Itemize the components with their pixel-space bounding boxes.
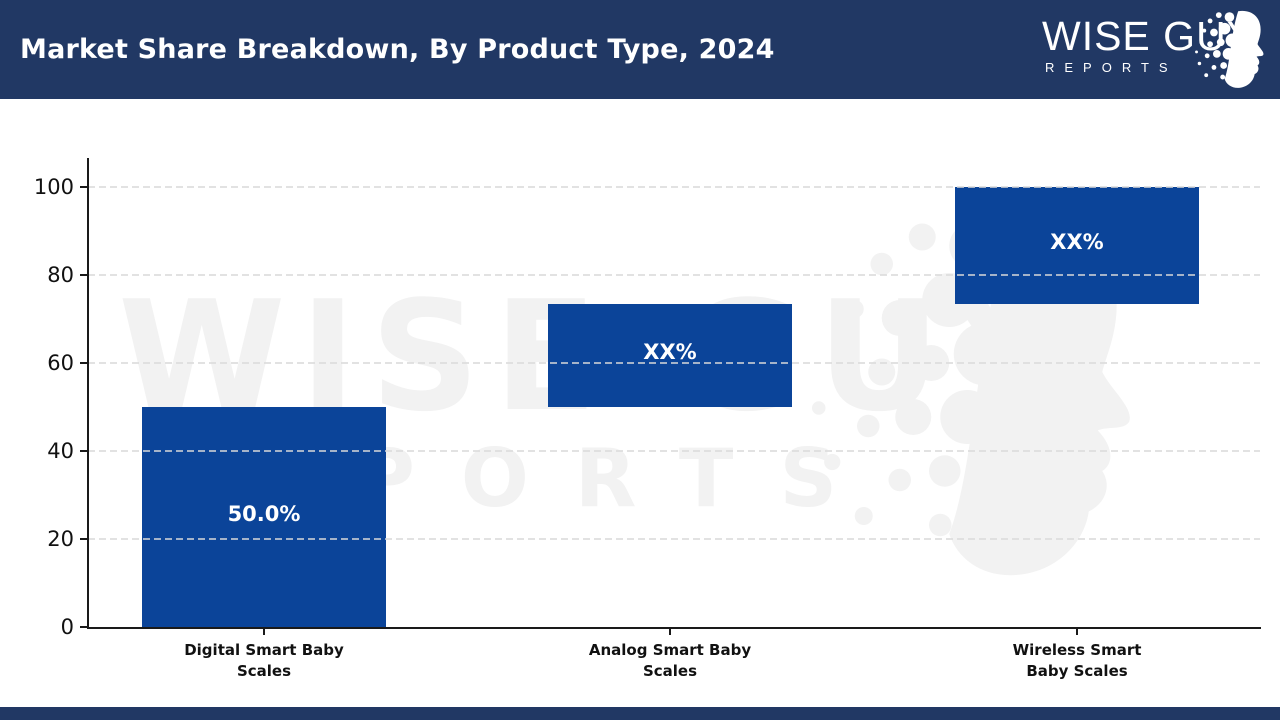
logo-wordmark: WISE GUY [1042, 13, 1256, 59]
y-tick-mark-40 [80, 450, 88, 452]
y-tick-mark-60 [80, 362, 88, 364]
y-tick-label-60: 60 [47, 351, 74, 375]
y-tick-label-0: 0 [60, 615, 74, 639]
y-tick-mark-100 [80, 186, 88, 188]
logo-head-icon [1195, 10, 1264, 88]
page-title: Market Share Breakdown, By Product Type,… [20, 34, 775, 65]
y-tick-mark-80 [80, 274, 88, 276]
y-tick-label-40: 40 [47, 439, 74, 463]
y-tick-label-20: 20 [47, 527, 74, 551]
x-axis-line [87, 627, 1261, 629]
footer-bar [0, 707, 1280, 720]
bar-2 [955, 187, 1199, 304]
y-axis-line [87, 158, 89, 629]
bar-value-label-0: 50.0% [227, 502, 301, 526]
y-tick-label-100: 100 [33, 175, 74, 199]
x-tick-mark-1 [669, 627, 671, 635]
logo-subtitle: REPORTS [1045, 60, 1178, 75]
bar-value-label-2: XX% [1050, 230, 1104, 255]
x-tick-mark-2 [1076, 627, 1078, 635]
y-tick-label-80: 80 [47, 263, 74, 287]
category-label-0: Digital Smart Baby Scales [184, 641, 344, 680]
y-tick-mark-20 [80, 538, 88, 540]
category-label-2: Wireless Smart Baby Scales [1012, 641, 1142, 680]
bar-0 [142, 407, 386, 627]
x-tick-mark-0 [263, 627, 265, 635]
header-bar: Market Share Breakdown, By Product Type,… [0, 0, 1280, 99]
category-label-1: Analog Smart Baby Scales [588, 641, 752, 680]
bar-1 [548, 303, 792, 407]
logo-text: WISE GUY REPORTS [1042, 13, 1256, 76]
y-tick-mark-0 [80, 626, 88, 628]
wise-guy-reports-logo: WISE GUY REPORTS [1014, 0, 1270, 99]
bar-value-label-1: XX% [643, 340, 697, 365]
